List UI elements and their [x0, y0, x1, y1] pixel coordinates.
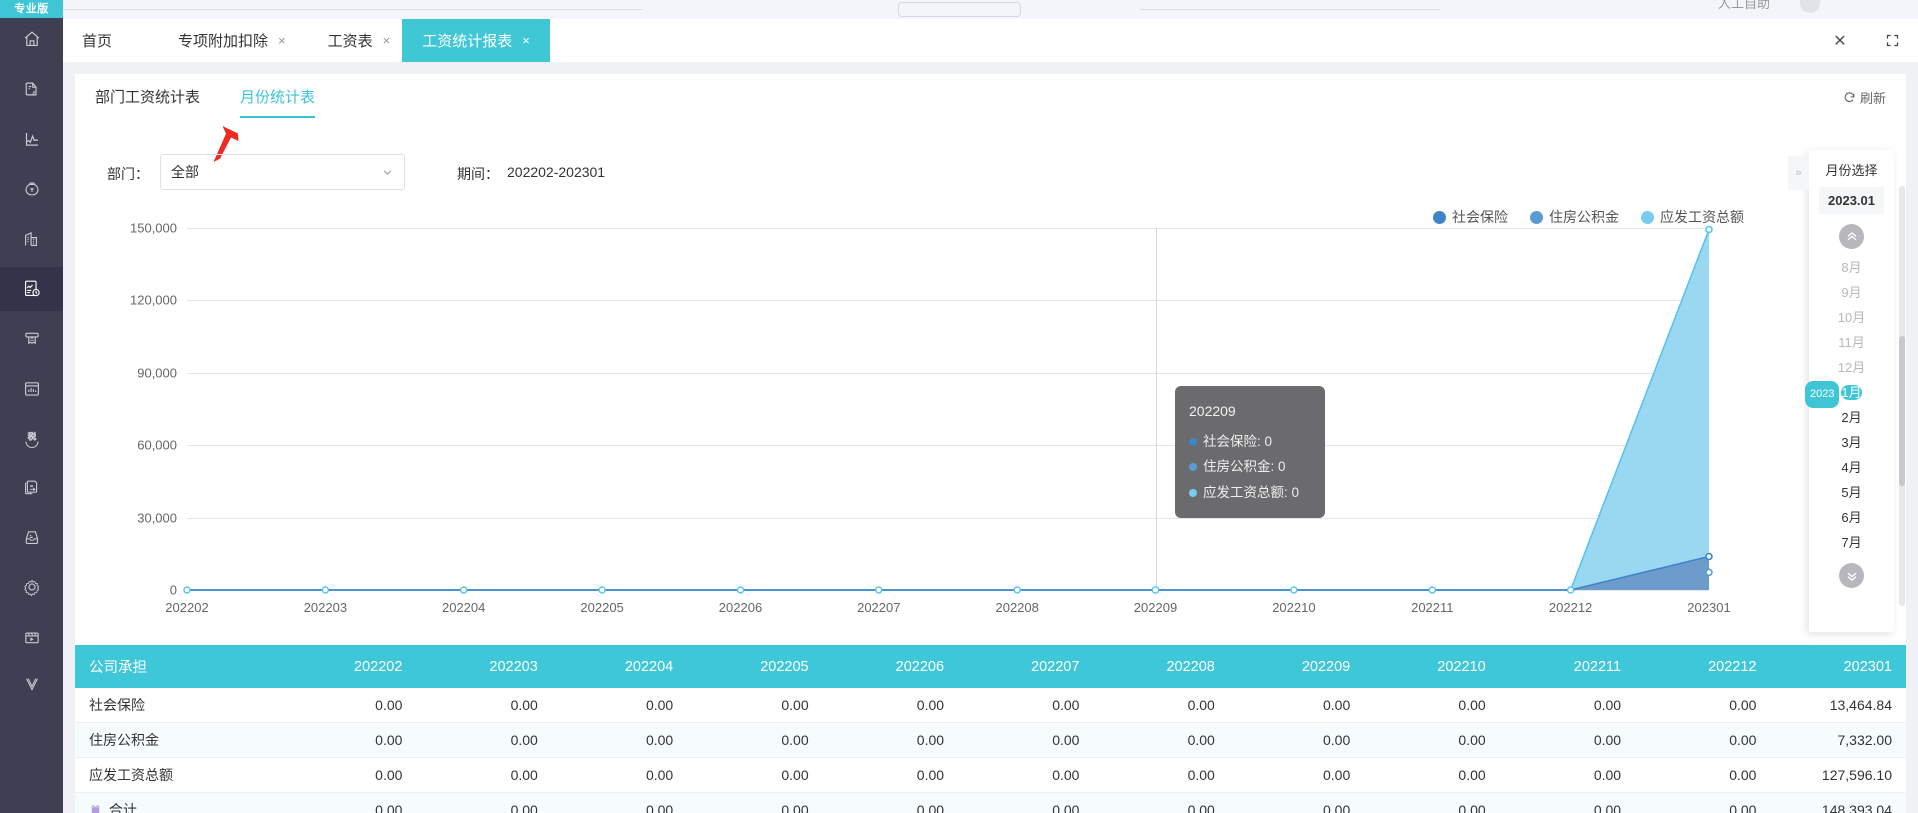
svg-text:税: 税 [27, 431, 36, 442]
